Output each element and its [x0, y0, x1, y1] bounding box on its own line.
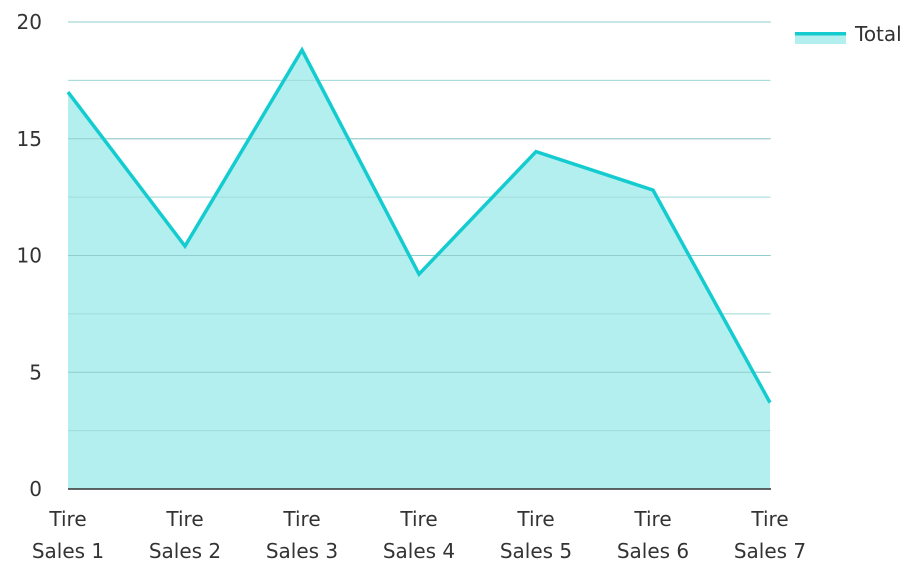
x-axis-ticks: Tire Sales 1 Tire Sales 2 Tire Sales 3 Tire Sal… — [32, 507, 806, 561]
series-line-layer — [66, 46, 772, 404]
x-tick-label-4: Tire Sales 4 — [383, 507, 455, 561]
series-area-layer — [68, 21, 770, 490]
legend-label-total: Total — [854, 22, 902, 46]
y-axis-ticks: 0 5 10 15 20 — [17, 10, 42, 501]
legend-swatch-total-line — [795, 32, 846, 36]
y-tick-label-0: 0 — [29, 477, 42, 501]
x-tick-label-3: Tire Sales 3 — [266, 507, 338, 561]
x-tick-label-6: Tire Sales 6 — [617, 507, 689, 561]
x-tick-label-5: Tire Sales 5 — [500, 507, 572, 561]
y-tick-label-5: 5 — [29, 360, 42, 384]
x-tick-label-1: Tire Sales 1 — [32, 507, 104, 561]
x-tick-label-7: Tire Sales 7 — [734, 507, 806, 561]
x-tick-label-2: Tire Sales 2 — [149, 507, 221, 561]
y-tick-label-15: 15 — [17, 127, 42, 151]
y-tick-label-10: 10 — [17, 244, 42, 268]
legend: Total — [795, 22, 902, 46]
y-tick-label-20: 20 — [17, 10, 42, 34]
series-area-total — [68, 50, 770, 490]
